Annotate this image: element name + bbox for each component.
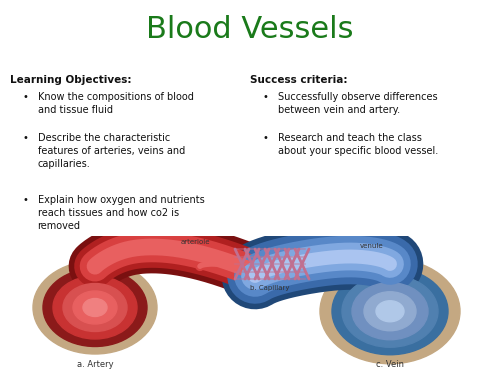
Circle shape [73,291,117,324]
Text: Success criteria:: Success criteria: [250,75,348,85]
Circle shape [63,284,127,332]
Text: •: • [22,133,28,143]
Text: b. Capillary: b. Capillary [250,285,290,291]
Circle shape [320,259,460,364]
Text: c. Vein: c. Vein [376,360,404,369]
Text: •: • [22,92,28,102]
Text: •: • [22,195,28,205]
Text: Successfully observe differences
between vein and artery.: Successfully observe differences between… [278,92,437,115]
Circle shape [43,268,147,346]
Circle shape [33,261,157,354]
Circle shape [352,283,428,340]
Text: Research and teach the class
about your specific blood vessel.: Research and teach the class about your … [278,133,438,156]
Text: a. Artery: a. Artery [76,360,114,369]
Text: Know the compositions of blood
and tissue fluid: Know the compositions of blood and tissu… [38,92,194,115]
Circle shape [83,298,107,316]
Text: Learning Objectives:: Learning Objectives: [10,75,132,85]
Circle shape [332,268,448,355]
Circle shape [364,292,416,331]
Text: arteriole: arteriole [180,239,210,245]
Text: Blood Vessels: Blood Vessels [146,15,354,44]
Text: •: • [262,133,268,143]
Text: •: • [262,92,268,102]
Circle shape [342,275,438,347]
Circle shape [376,301,404,322]
Circle shape [53,276,137,339]
Text: Explain how oxygen and nutrients
reach tissues and how co2 is
removed: Explain how oxygen and nutrients reach t… [38,195,204,231]
Text: Describe the characteristic
features of arteries, veins and
capillaries.: Describe the characteristic features of … [38,133,185,169]
Text: venule: venule [360,243,384,249]
